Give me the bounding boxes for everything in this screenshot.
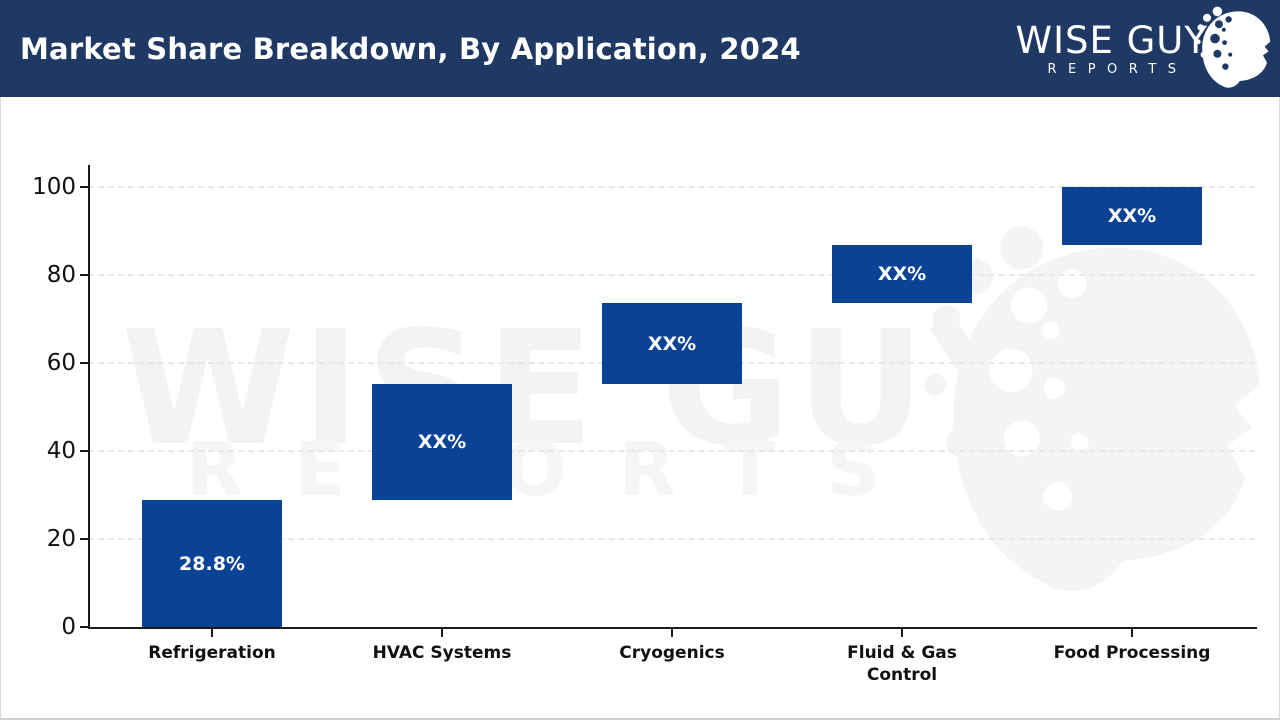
y-tick-mark [80, 274, 88, 276]
bar-segment [142, 500, 282, 627]
y-axis-line [88, 165, 90, 629]
y-tick-label: 80 [46, 262, 76, 288]
brand-logo: WISE GUY REPORTS [1015, 19, 1208, 78]
y-tick-mark [80, 626, 88, 628]
y-tick-mark [80, 362, 88, 364]
bar-value-label: XX% [1107, 205, 1157, 228]
x-tick-mark [211, 629, 213, 637]
header-bar: Market Share Breakdown, By Application, … [0, 0, 1280, 97]
x-axis-line [88, 627, 1257, 629]
bar-value-label: 28.8% [179, 552, 245, 575]
x-category-label: Cryogenics [619, 643, 725, 663]
x-tick-mark [901, 629, 903, 637]
logo-subtext: REPORTS [1047, 62, 1188, 77]
y-tick-label: 40 [46, 438, 76, 464]
x-tick-mark [1131, 629, 1133, 637]
bar-segment [372, 384, 512, 501]
chart-card: WISE GUY REPORTS 0 20 40 60 80 100 28.8% Refrig… [0, 97, 1280, 720]
bar-segment [602, 303, 742, 385]
bar-value-label: XX% [417, 431, 467, 454]
bar-value-label: XX% [647, 332, 697, 355]
y-tick-label: 0 [61, 614, 76, 640]
x-category-label: Fluid & Gas Control [847, 643, 957, 685]
x-tick-mark [441, 629, 443, 637]
bar-segment [1062, 187, 1202, 246]
logo-face-icon [1195, 6, 1271, 88]
gridline [88, 186, 1255, 188]
gridline [88, 450, 1255, 452]
watermark-subtext: REPORTS [186, 427, 933, 513]
x-category-label: Refrigeration [148, 643, 276, 663]
y-tick-label: 60 [46, 350, 76, 376]
y-tick-mark [80, 538, 88, 540]
y-tick-label: 20 [46, 526, 76, 552]
gridline [88, 274, 1255, 276]
y-tick-mark [80, 186, 88, 188]
bar-value-label: XX% [877, 263, 927, 286]
x-category-label: Food Processing [1053, 643, 1211, 663]
page-title: Market Share Breakdown, By Application, … [20, 31, 801, 66]
y-tick-label: 100 [32, 174, 76, 200]
y-tick-mark [80, 450, 88, 452]
watermark-face-icon [924, 226, 1260, 592]
logo-wordmark: WISE GUY [1015, 19, 1208, 62]
bar-segment [832, 245, 972, 304]
x-category-label: HVAC Systems [372, 643, 512, 663]
x-tick-mark [671, 629, 673, 637]
gridline [88, 538, 1255, 540]
